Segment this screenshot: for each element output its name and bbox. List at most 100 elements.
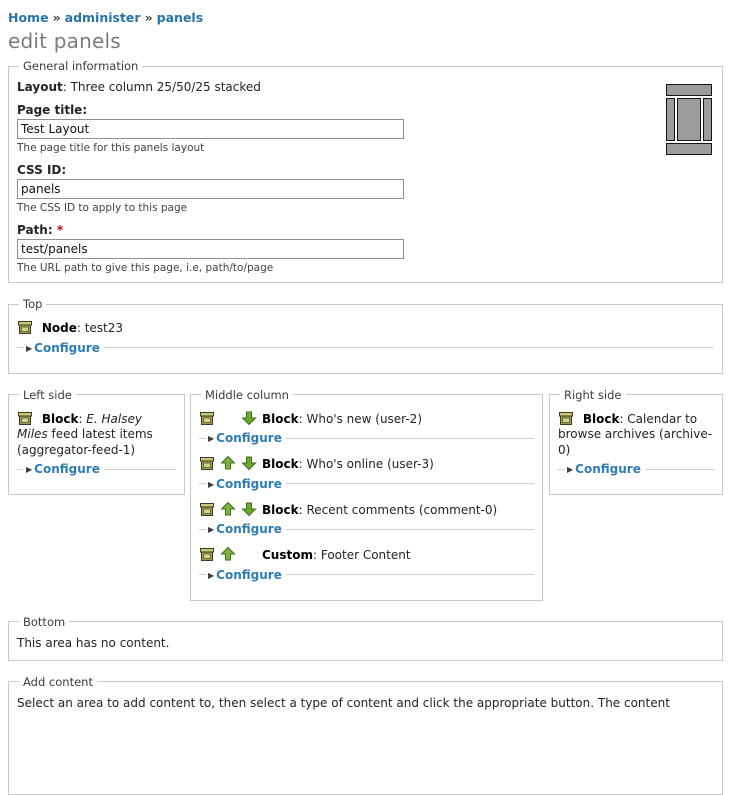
bottom-area-legend: Bottom — [23, 614, 66, 629]
form-item-css-id: CSS ID: The CSS ID to apply to this page — [17, 163, 714, 214]
layout-left-col — [666, 98, 675, 141]
pane-whos-new: Block: Who's new (user-2) ▶ Configure — [199, 410, 534, 445]
top-area-legend: Top — [23, 297, 43, 311]
columns-row: Left side Block: E. Halsey Miles feed la… — [8, 387, 723, 601]
three-column-25-50-25-stacked-icon — [665, 83, 713, 156]
trash-icon[interactable] — [17, 410, 33, 426]
layout-value: Three column 25/50/25 stacked — [70, 80, 261, 94]
pane-title-text: feed latest items (aggregator-feed-1) — [17, 427, 153, 457]
configure-link[interactable]: Configure — [34, 462, 100, 477]
type-separator: : — [298, 457, 307, 472]
pane-type-label: Block — [262, 502, 299, 517]
configure-fieldset: ▶ Configure — [199, 431, 534, 445]
pane-title: Block: Who's online (user-3) — [262, 457, 434, 471]
add-content-description: Select an area to add content to, then s… — [17, 695, 670, 710]
collapsed-arrow-icon: ▶ — [26, 465, 33, 475]
css-id-input[interactable] — [17, 179, 404, 199]
trash-icon[interactable] — [199, 410, 215, 426]
form-item-path: Path: * The URL path to give this page, … — [17, 223, 714, 274]
right-side-fieldset: Right side Block: Calendar to browse arc… — [549, 387, 723, 496]
configure-fieldset: ▶ Configure — [558, 462, 714, 476]
layout-info: Layout: Three column 25/50/25 stacked — [17, 80, 714, 94]
configure-fieldset: ▶ Configure — [199, 476, 534, 491]
layout-right-col — [703, 98, 712, 141]
pane-title-text: Calendar to browse archives (archive-0) — [558, 411, 713, 457]
add-content-legend: Add content — [23, 674, 93, 689]
bottom-empty-text: This area has no content. — [17, 635, 170, 650]
pane-archive: Block: Calendar to browse archives (arch… — [558, 410, 714, 476]
pane-footer-content: Custom: Footer Content ▶ Configure — [199, 546, 534, 582]
collapsed-arrow-icon: ▶ — [567, 465, 574, 475]
collapsed-arrow-icon: ▶ — [208, 525, 215, 535]
layout-bottom-bar — [666, 143, 712, 155]
path-description: The URL path to give this page, i.e, pat… — [17, 262, 274, 274]
pane-type-label: Block — [262, 411, 299, 426]
breadcrumb-link-panels[interactable]: panels — [156, 10, 204, 25]
trash-icon[interactable] — [199, 455, 215, 471]
configure-fieldset: ▶ Configure — [17, 462, 176, 476]
configure-link[interactable]: Configure — [216, 567, 282, 582]
pane-title: Block: Recent comments (comment-0) — [262, 503, 497, 517]
path-input[interactable] — [17, 239, 404, 259]
form-item-page-title: Page title: The page title for this pane… — [17, 103, 714, 154]
bottom-area-fieldset: Bottom This area has no content. — [8, 614, 723, 661]
up-arrow-icon[interactable] — [220, 546, 236, 562]
pane-title: Custom: Footer Content — [262, 548, 411, 562]
page-title: edit panels — [8, 29, 121, 53]
pane-title: Block: Calendar to browse archives (arch… — [558, 412, 712, 457]
up-arrow-icon[interactable] — [220, 501, 236, 517]
left-side-fieldset: Left side Block: E. Halsey Miles feed la… — [8, 387, 185, 496]
down-arrow-icon[interactable] — [241, 455, 257, 471]
layout-label: Layout — [17, 80, 63, 94]
pane-title: Block: E. Halsey Miles feed latest items… — [17, 412, 153, 457]
trash-icon[interactable] — [17, 319, 33, 335]
down-arrow-icon[interactable] — [241, 410, 257, 426]
layout-center-col — [677, 98, 701, 141]
general-information-fieldset: General information Layout: Three column… — [8, 59, 723, 283]
down-arrow-slot-empty — [241, 546, 257, 562]
pane-recent-comments: Block: Recent comments (comment-0) ▶ Conf… — [199, 501, 534, 536]
page-title-input[interactable] — [17, 119, 404, 139]
configure-fieldset: ▶ Configure — [17, 340, 714, 355]
configure-fieldset: ▶ Configure — [199, 522, 534, 536]
configure-link[interactable]: Configure — [34, 340, 100, 355]
configure-link[interactable]: Configure — [216, 476, 282, 491]
pane-node-test23: Node: test23 ▶ Configure — [17, 319, 714, 355]
trash-icon[interactable] — [199, 501, 215, 517]
breadcrumb: Home» administer» panels — [8, 10, 723, 25]
collapsed-arrow-icon: ▶ — [208, 479, 215, 489]
left-side-legend: Left side — [23, 387, 72, 402]
collapsed-arrow-icon: ▶ — [208, 434, 215, 444]
page-title-description: The page title for this panels layout — [17, 142, 205, 154]
breadcrumb-link-home[interactable]: Home — [8, 10, 49, 25]
configure-link[interactable]: Configure — [216, 522, 282, 537]
type-separator: : — [76, 321, 85, 335]
up-arrow-icon[interactable] — [220, 455, 236, 471]
up-arrow-slot-empty — [220, 410, 236, 426]
pane-title-text: test23 — [84, 321, 124, 335]
pane-title: Node: test23 — [42, 321, 123, 335]
right-side-legend: Right side — [564, 387, 622, 402]
type-separator: : — [62, 80, 71, 94]
configure-fieldset: ▶ Configure — [199, 567, 534, 582]
path-label: Path: * — [17, 223, 714, 237]
pane-type-label: Block — [41, 411, 79, 426]
breadcrumb-link-administer[interactable]: administer — [64, 10, 141, 25]
configure-link[interactable]: Configure — [216, 431, 282, 446]
required-marker: * — [56, 223, 64, 237]
pane-type-label: Block — [262, 457, 299, 472]
general-information-legend: General information — [23, 59, 139, 73]
css-id-label: CSS ID: — [17, 163, 67, 177]
breadcrumb-separator: » — [144, 10, 153, 25]
trash-icon[interactable] — [199, 546, 215, 562]
down-arrow-icon[interactable] — [241, 501, 257, 517]
pane-whos-online: Block: Who's online (user-3) ▶ Configure — [199, 455, 534, 491]
collapsed-arrow-icon: ▶ — [26, 343, 33, 353]
pane-type-label: Node — [41, 321, 77, 335]
configure-link[interactable]: Configure — [575, 462, 641, 477]
pane-title-text: Who's new (user-2) — [306, 411, 422, 426]
pane-title-emphasis: E. Halsey Miles — [17, 411, 142, 442]
pane-title-text: Recent comments (comment-0) — [306, 502, 498, 517]
trash-icon[interactable] — [558, 410, 574, 426]
css-id-description: The CSS ID to apply to this page — [17, 202, 188, 214]
